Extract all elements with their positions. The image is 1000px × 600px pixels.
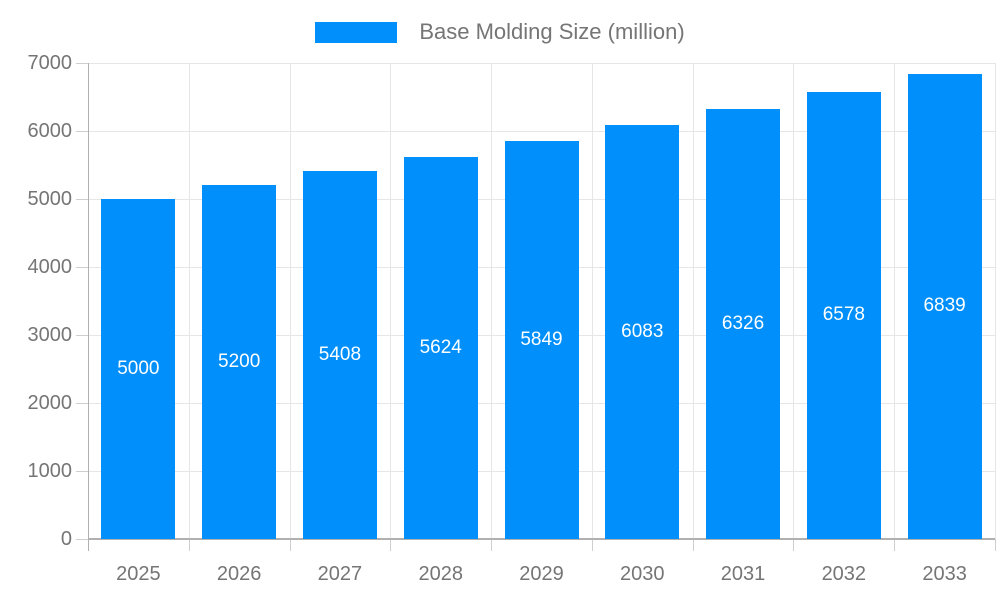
x-axis-label: 2031 bbox=[720, 563, 766, 585]
y-axis-tick bbox=[76, 267, 88, 268]
bar-value-label: 6326 bbox=[721, 312, 765, 334]
y-axis-label: 4000 bbox=[27, 256, 73, 278]
gridline-vertical bbox=[390, 63, 392, 539]
gridline-vertical bbox=[188, 63, 190, 539]
bar-value-label: 5849 bbox=[520, 329, 563, 351]
gridline-vertical bbox=[491, 63, 493, 539]
y-axis-label: 5000 bbox=[27, 188, 73, 210]
x-axis-tick bbox=[188, 539, 190, 551]
gridline-horizontal bbox=[88, 63, 995, 64]
y-axis-label: 2000 bbox=[27, 392, 73, 414]
x-axis-line bbox=[88, 538, 995, 540]
x-axis-tick bbox=[289, 539, 291, 551]
bar-value-label: 6083 bbox=[621, 321, 664, 343]
x-axis-tick bbox=[793, 539, 795, 551]
x-axis-label: 2028 bbox=[418, 563, 463, 585]
gridline-vertical bbox=[289, 63, 291, 539]
x-axis-label: 2026 bbox=[216, 563, 262, 585]
y-axis-label: 1000 bbox=[27, 460, 73, 482]
legend-swatch-icon bbox=[315, 21, 398, 43]
bar-2026[interactable] bbox=[202, 185, 277, 539]
gridline-vertical bbox=[793, 63, 795, 539]
bar-2028[interactable] bbox=[403, 156, 478, 539]
x-axis-tick bbox=[692, 539, 694, 551]
y-axis-tick bbox=[76, 63, 88, 64]
y-axis-label: 3000 bbox=[27, 324, 73, 346]
x-axis-tick bbox=[591, 539, 593, 551]
bar-value-label: 5408 bbox=[318, 344, 362, 366]
y-axis-tick bbox=[76, 471, 88, 472]
x-axis-label: 2027 bbox=[317, 563, 363, 585]
y-axis-tick bbox=[76, 335, 88, 336]
x-axis-tick bbox=[491, 539, 493, 551]
bar-2030[interactable] bbox=[605, 125, 680, 539]
bar-value-label: 5200 bbox=[218, 351, 261, 373]
y-axis-label: 7000 bbox=[27, 52, 73, 74]
bar-value-label: 5624 bbox=[419, 336, 462, 358]
bar-2025[interactable] bbox=[101, 199, 176, 539]
x-axis-tick bbox=[894, 539, 896, 551]
bar-2027[interactable] bbox=[302, 171, 377, 539]
gridline-vertical bbox=[995, 63, 996, 539]
legend: Base Molding Size (million) bbox=[0, 16, 1000, 48]
y-axis-tick bbox=[76, 131, 88, 132]
legend-item[interactable]: Base Molding Size (million) bbox=[315, 19, 685, 45]
bar-2033[interactable] bbox=[907, 73, 982, 539]
x-axis-label: 2030 bbox=[620, 563, 665, 585]
y-axis-label: 6000 bbox=[27, 120, 73, 142]
y-axis-line bbox=[88, 63, 89, 551]
y-axis-tick bbox=[76, 199, 88, 200]
bar-2029[interactable] bbox=[504, 141, 579, 539]
x-axis-label: 2029 bbox=[519, 563, 564, 585]
x-axis-tick bbox=[995, 539, 996, 551]
gridline-vertical bbox=[894, 63, 896, 539]
y-axis-label: 0 bbox=[60, 528, 72, 550]
legend-label: Base Molding Size (million) bbox=[419, 19, 685, 44]
y-axis-tick bbox=[76, 539, 88, 540]
gridline-vertical bbox=[591, 63, 593, 539]
bar-2032[interactable] bbox=[806, 91, 881, 539]
gridline-horizontal bbox=[88, 131, 995, 132]
x-axis-tick bbox=[390, 539, 392, 551]
x-axis-label: 2032 bbox=[821, 563, 867, 585]
bar-value-label: 6839 bbox=[923, 295, 966, 317]
bar-value-label: 5000 bbox=[117, 358, 160, 379]
x-axis-label: 2033 bbox=[922, 563, 967, 585]
bar-2031[interactable] bbox=[706, 108, 781, 539]
x-axis-label: 2025 bbox=[116, 563, 161, 585]
gridline-vertical bbox=[692, 63, 694, 539]
bar-value-label: 6578 bbox=[822, 304, 865, 326]
y-axis-tick bbox=[76, 403, 88, 404]
